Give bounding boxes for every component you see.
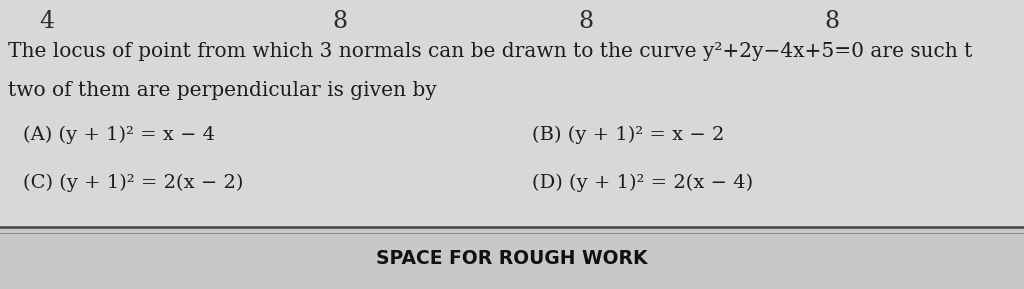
Text: (A) (y + 1)² = x − 4: (A) (y + 1)² = x − 4 <box>23 126 215 144</box>
Text: 4: 4 <box>39 10 54 33</box>
Text: (B) (y + 1)² = x − 2: (B) (y + 1)² = x − 2 <box>532 126 725 144</box>
Text: (D) (y + 1)² = 2(x − 4): (D) (y + 1)² = 2(x − 4) <box>532 173 754 192</box>
Text: (C) (y + 1)² = 2(x − 2): (C) (y + 1)² = 2(x − 2) <box>23 173 243 192</box>
Text: SPACE FOR ROUGH WORK: SPACE FOR ROUGH WORK <box>376 249 648 268</box>
Text: 8: 8 <box>824 10 840 33</box>
Text: The locus of point from which 3 normals can be drawn to the curve y²+2y−4x+5=0 a: The locus of point from which 3 normals … <box>8 42 973 61</box>
Bar <box>0 227 1024 289</box>
Text: 8: 8 <box>579 10 594 33</box>
Text: two of them are perpendicular is given by: two of them are perpendicular is given b… <box>8 81 437 100</box>
Text: 8: 8 <box>333 10 348 33</box>
